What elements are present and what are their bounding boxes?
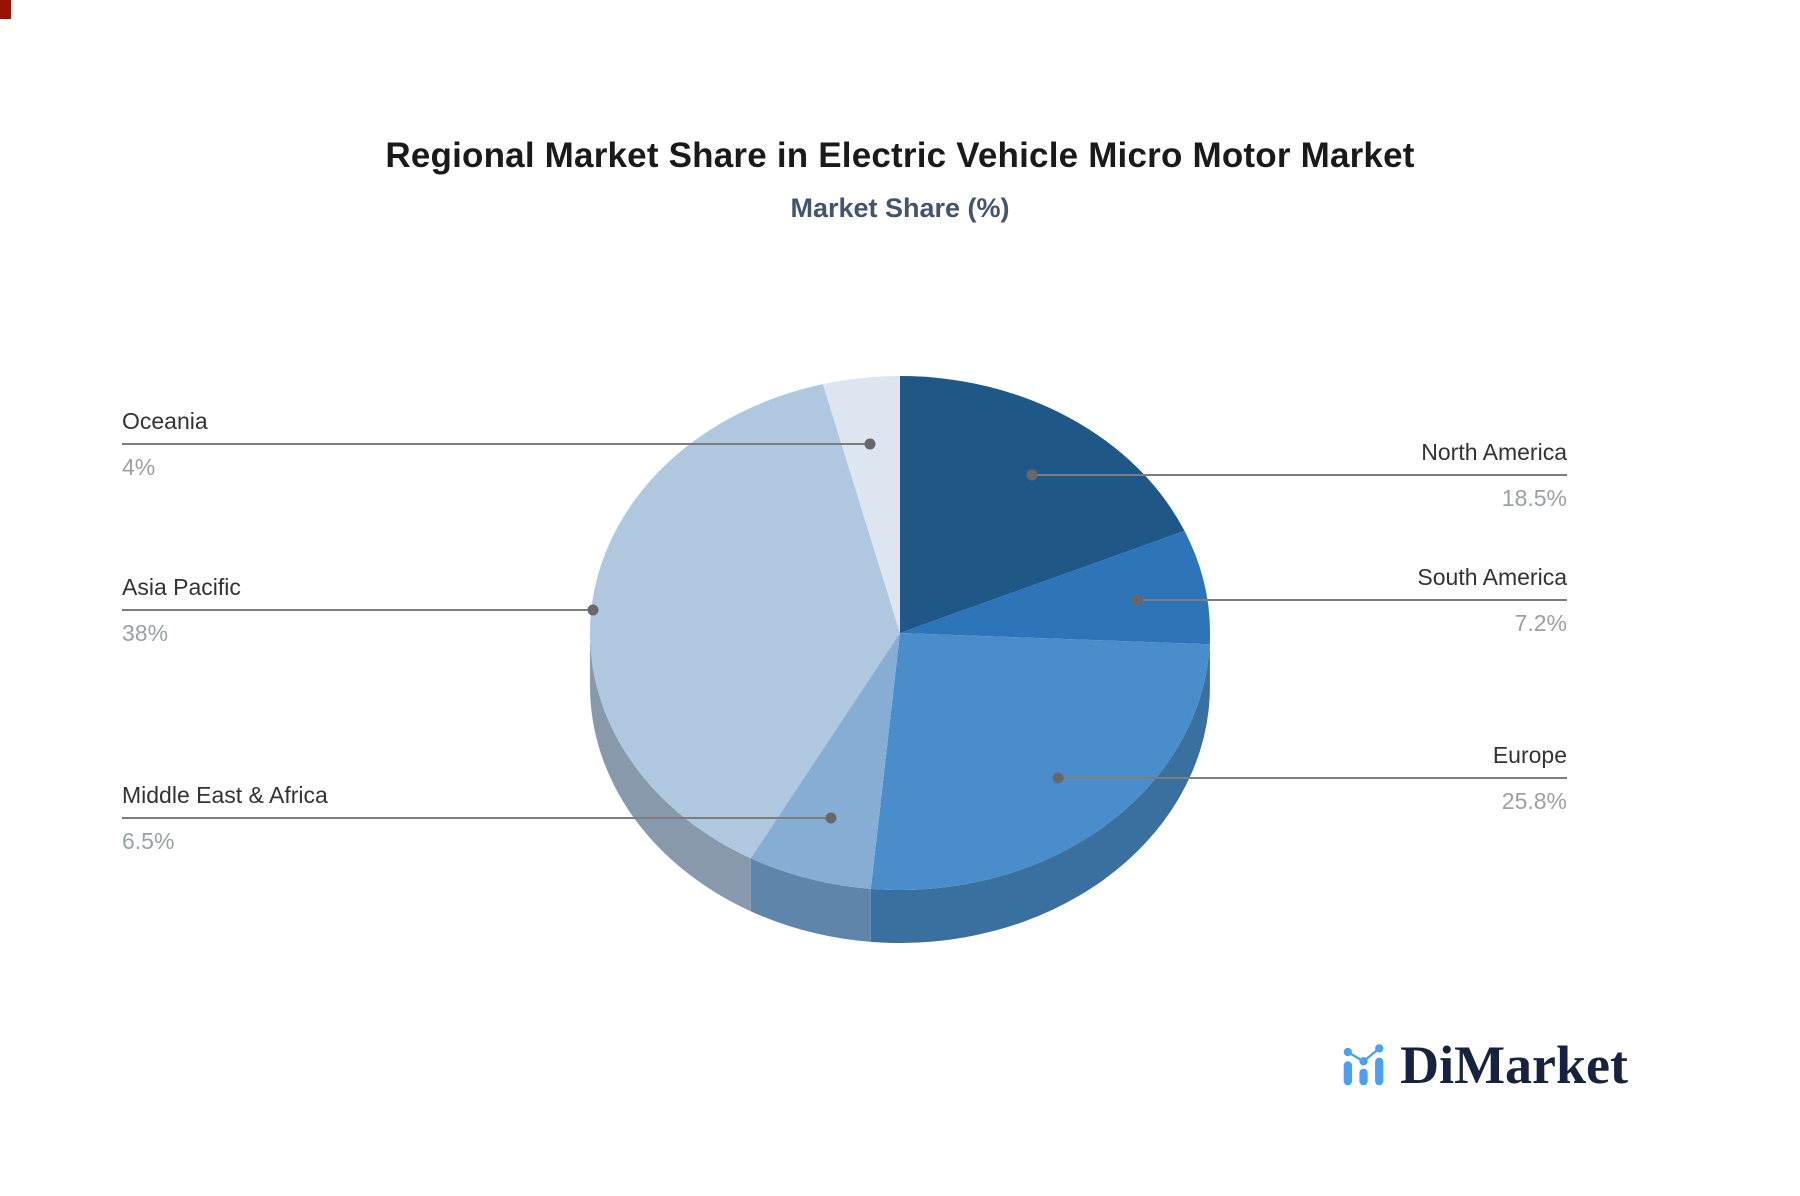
leader-dot [587,604,599,616]
pie-slice-side [870,644,1210,943]
leader-line [1026,469,1567,481]
pie-slice-middle-east-africa[interactable] [750,633,900,889]
leader-dot [1052,772,1064,784]
brand-logo-text: DiMarket [1400,1035,1628,1095]
slice-value: 6.5% [122,828,175,854]
leader-line [1052,772,1567,784]
leader-line [1131,594,1567,606]
corner-artifact [0,0,11,19]
pie-slice-south-america[interactable] [900,530,1210,645]
brand-logo: DiMarket [1340,1038,1628,1092]
callout-south-america: South America 7.2% [1131,564,1567,636]
pie-slice-north-america[interactable] [900,376,1185,633]
callout-north-america: North America 18.5% [1026,439,1567,511]
leader-line [122,604,599,616]
slice-label: Middle East & Africa [122,782,328,809]
pie-slice-asia-pacific[interactable] [589,384,900,859]
slice-label: South America [1417,564,1567,591]
leader-line [122,438,876,450]
slice-label: Europe [1492,742,1567,769]
slice-label: Asia Pacific [122,574,241,601]
callout-oceania: Oceania 4% [122,408,876,480]
callout-middle-east-africa: Middle East & Africa 6.5% [122,782,837,854]
pie-slice-side [590,633,751,912]
slice-value: 18.5% [1501,485,1567,511]
callout-asia-pacific: Asia Pacific 38% [122,574,599,646]
slice-value: 7.2% [1514,610,1567,636]
pie-slice-side [750,858,871,942]
pie-slice-europe[interactable] [870,633,1210,891]
leader-line [122,812,837,824]
leader-dot [1026,469,1038,481]
bar-chart-line-icon [1343,1044,1384,1086]
slice-label: North America [1421,439,1567,466]
pie-slice-oceania[interactable] [822,376,900,633]
slice-value: 4% [122,454,156,480]
slice-label: Oceania [122,408,208,435]
chart-title: Regional Market Share in Electric Vehicl… [385,136,1415,175]
chart-subtitle: Market Share (%) [790,193,1010,223]
leader-dot [825,812,837,824]
slice-value: 38% [122,620,169,646]
slice-value: 25.8% [1501,788,1567,814]
leader-dot [864,438,876,450]
leader-dot [1131,594,1143,606]
callout-europe: Europe 25.8% [1052,742,1567,814]
